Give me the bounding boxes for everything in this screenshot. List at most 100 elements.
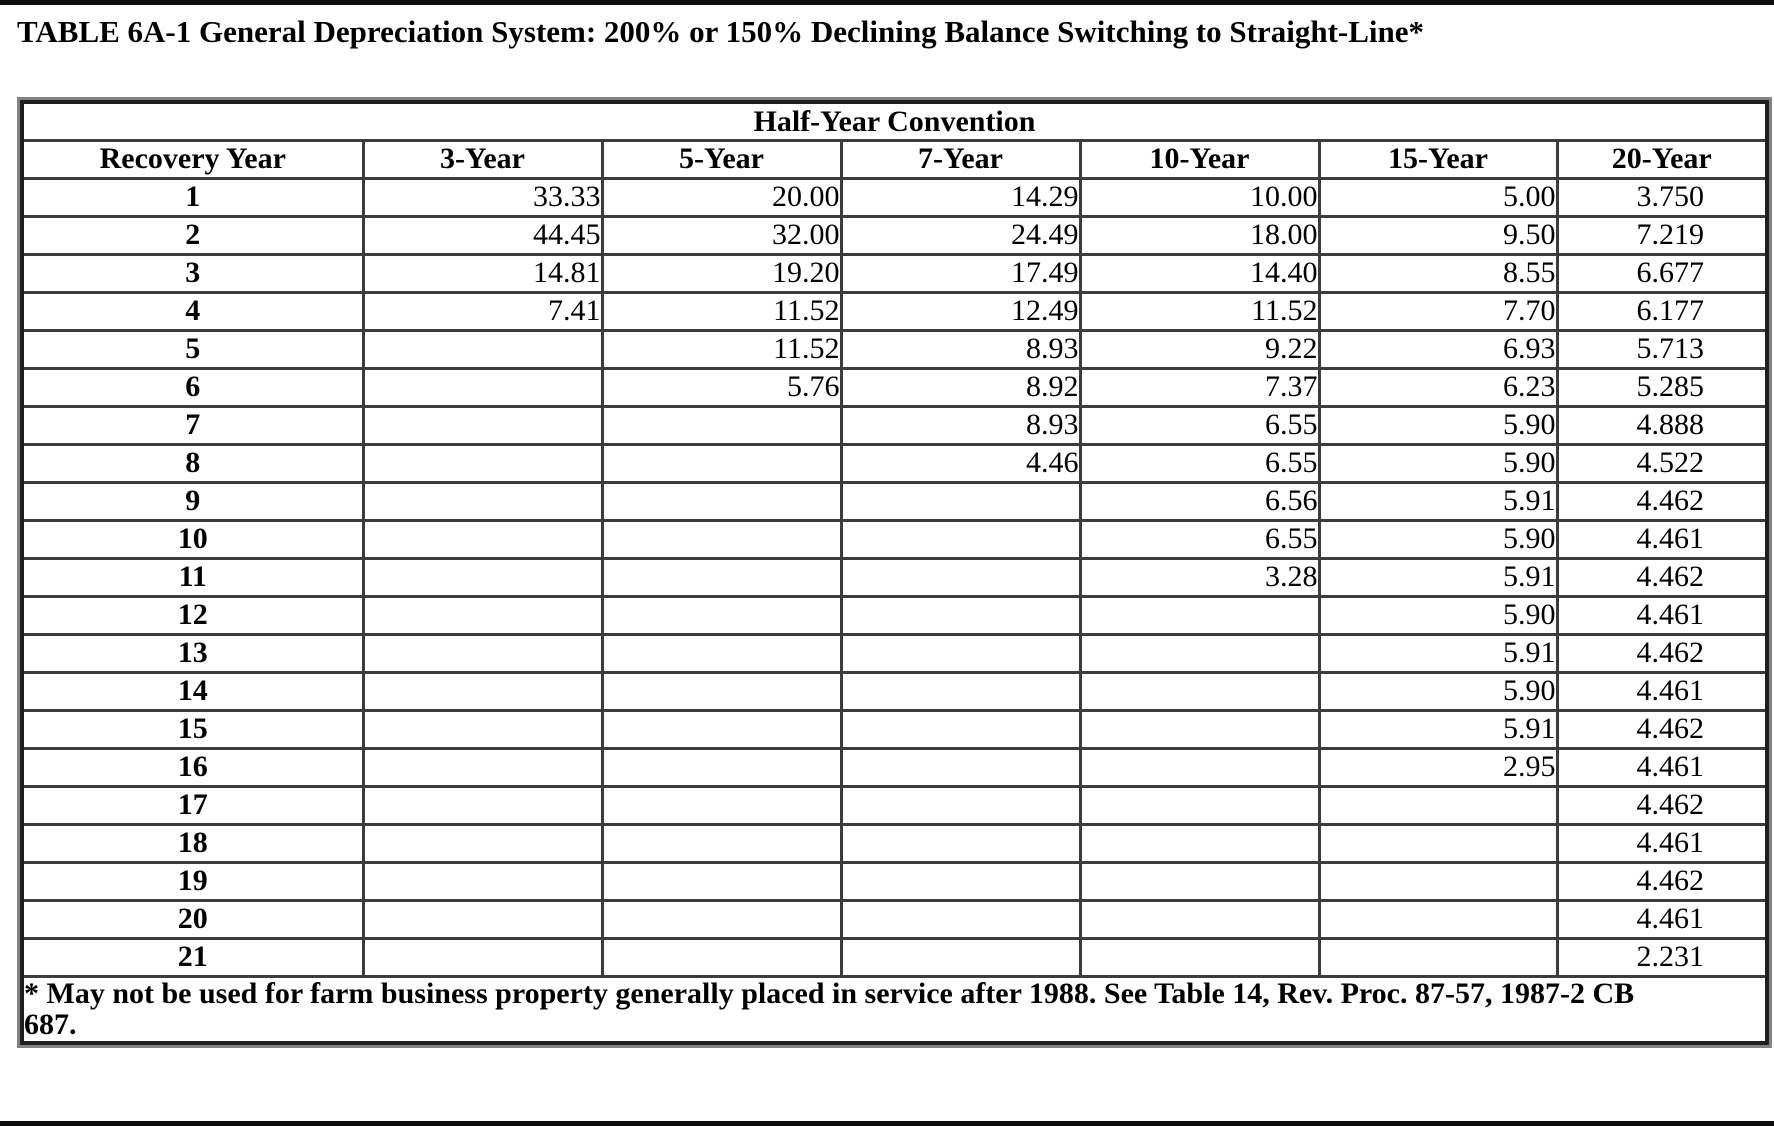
value-cell: 8.92 xyxy=(839,366,1082,408)
value-cell xyxy=(600,594,843,636)
recovery-year-cell: 3 xyxy=(20,252,365,294)
value-cell xyxy=(361,632,604,674)
value-cell: 8.93 xyxy=(839,404,1082,446)
value-cell: 5.00 xyxy=(1317,176,1559,218)
value-cell: 19.20 xyxy=(600,252,843,294)
recovery-year-cell: 7 xyxy=(20,404,365,446)
value-cell: 24.49 xyxy=(839,214,1082,256)
value-cell: 8.55 xyxy=(1317,252,1559,294)
value-cell xyxy=(1317,860,1559,902)
value-cell xyxy=(361,366,604,408)
value-cell: 9.22 xyxy=(1078,328,1321,370)
value-cell: 8.93 xyxy=(839,328,1082,370)
recovery-year-cell: 16 xyxy=(20,746,365,788)
page-top-edge-bar xyxy=(0,0,1774,5)
recovery-year-cell: 20 xyxy=(20,898,365,940)
value-cell xyxy=(600,480,843,522)
value-cell xyxy=(361,328,604,370)
value-cell xyxy=(361,594,604,636)
value-cell: 20.00 xyxy=(600,176,843,218)
value-cell xyxy=(1317,784,1559,826)
page-bottom-edge-bar xyxy=(0,1121,1774,1126)
table-row: 17 4.462 xyxy=(20,784,1769,826)
recovery-year-cell: 10 xyxy=(20,518,365,560)
recovery-year-cell: 9 xyxy=(20,480,365,522)
value-cell: 6.56 xyxy=(1078,480,1321,522)
value-cell: 5.91 xyxy=(1317,632,1559,674)
value-cell: 4.888 xyxy=(1555,404,1769,446)
table-row: 15 5.91 4.462 xyxy=(20,708,1769,750)
recovery-year-cell: 17 xyxy=(20,784,365,826)
value-cell xyxy=(1078,898,1321,940)
value-cell: 4.462 xyxy=(1555,632,1769,674)
value-cell: 9.50 xyxy=(1317,214,1559,256)
table-row: 13 5.91 4.462 xyxy=(20,632,1769,674)
table-row: 21 2.231 xyxy=(20,936,1769,978)
value-cell xyxy=(1078,860,1321,902)
value-cell: 3.28 xyxy=(1078,556,1321,598)
table-row: 4 7.41 11.52 12.49 11.52 7.70 6.177 xyxy=(20,290,1769,332)
value-cell xyxy=(1078,594,1321,636)
value-cell xyxy=(839,822,1082,864)
value-cell xyxy=(839,594,1082,636)
value-cell xyxy=(361,860,604,902)
column-header-recovery-year: Recovery Year xyxy=(20,138,365,180)
table-caption: Half-Year Convention xyxy=(20,100,1769,142)
table-footnote: * May not be used for farm business prop… xyxy=(20,974,1769,1044)
recovery-year-cell: 2 xyxy=(20,214,365,256)
value-cell xyxy=(1078,708,1321,750)
value-cell xyxy=(839,898,1082,940)
value-cell: 7.37 xyxy=(1078,366,1321,408)
recovery-year-cell: 13 xyxy=(20,632,365,674)
recovery-year-cell: 11 xyxy=(20,556,365,598)
value-cell: 14.81 xyxy=(361,252,604,294)
value-cell: 6.23 xyxy=(1317,366,1559,408)
value-cell xyxy=(600,784,843,826)
recovery-year-cell: 21 xyxy=(20,936,365,978)
value-cell: 11.52 xyxy=(600,290,843,332)
table-row: 20 4.461 xyxy=(20,898,1769,940)
value-cell: 4.462 xyxy=(1555,480,1769,522)
table-row: 5 11.52 8.93 9.22 6.93 5.713 xyxy=(20,328,1769,370)
column-header-20-year: 20-Year xyxy=(1555,138,1769,180)
value-cell xyxy=(839,632,1082,674)
recovery-year-cell: 15 xyxy=(20,708,365,750)
value-cell: 6.177 xyxy=(1555,290,1769,332)
value-cell xyxy=(600,936,843,978)
value-cell xyxy=(839,708,1082,750)
recovery-year-cell: 5 xyxy=(20,328,365,370)
value-cell xyxy=(361,480,604,522)
value-cell xyxy=(839,936,1082,978)
value-cell: 6.93 xyxy=(1317,328,1559,370)
value-cell: 14.29 xyxy=(839,176,1082,218)
value-cell: 5.91 xyxy=(1317,480,1559,522)
table-body: 1 33.33 20.00 14.29 10.00 5.00 3.750 2 44.45 32.0… xyxy=(20,176,1769,978)
table-header-row: Recovery Year 3-Year 5-Year 7-Year 10-Year 15… xyxy=(20,138,1769,180)
value-cell xyxy=(839,746,1082,788)
table-row: 12 5.90 4.461 xyxy=(20,594,1769,636)
value-cell xyxy=(361,708,604,750)
value-cell xyxy=(600,556,843,598)
value-cell: 3.750 xyxy=(1555,176,1769,218)
value-cell xyxy=(361,404,604,446)
value-cell: 6.55 xyxy=(1078,518,1321,560)
value-cell xyxy=(1317,936,1559,978)
value-cell: 4.462 xyxy=(1555,784,1769,826)
recovery-year-cell: 6 xyxy=(20,366,365,408)
column-header-3-year: 3-Year xyxy=(361,138,604,180)
table-row: 10 6.55 5.90 4.461 xyxy=(20,518,1769,560)
value-cell: 4.461 xyxy=(1555,670,1769,712)
recovery-year-cell: 19 xyxy=(20,860,365,902)
value-cell xyxy=(600,860,843,902)
table-row: 1 33.33 20.00 14.29 10.00 5.00 3.750 xyxy=(20,176,1769,218)
value-cell: 14.40 xyxy=(1078,252,1321,294)
value-cell xyxy=(1078,632,1321,674)
value-cell xyxy=(839,860,1082,902)
value-cell: 4.461 xyxy=(1555,518,1769,560)
value-cell xyxy=(1078,746,1321,788)
recovery-year-cell: 4 xyxy=(20,290,365,332)
column-header-5-year: 5-Year xyxy=(600,138,843,180)
value-cell: 2.231 xyxy=(1555,936,1769,978)
value-cell: 4.461 xyxy=(1555,594,1769,636)
value-cell: 18.00 xyxy=(1078,214,1321,256)
